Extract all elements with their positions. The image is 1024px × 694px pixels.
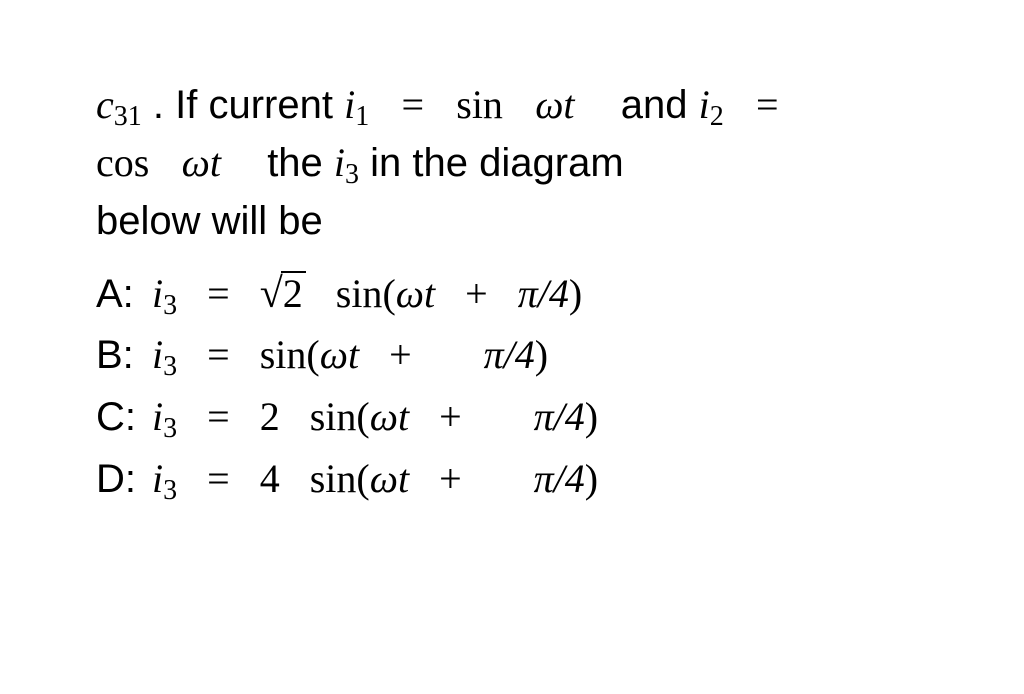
text-in-diagram: in the diagram: [370, 141, 623, 185]
a-sqrt: √2: [260, 266, 306, 323]
option-a-label: A:: [96, 267, 152, 321]
b-i-sub: 3: [163, 351, 177, 382]
text-if-current: . If current: [153, 83, 344, 127]
b-arg1: ωt: [320, 332, 359, 377]
eq-2: =: [756, 82, 779, 127]
sub-i3: 3: [345, 159, 359, 190]
sym-i2: i: [699, 82, 710, 127]
sym-c: c: [96, 82, 114, 127]
a-i: i: [152, 271, 163, 316]
sym-i1: i: [344, 82, 355, 127]
option-c-math: i3 = 2 sin(ωt + π/4): [152, 390, 598, 448]
option-b-label: B:: [96, 328, 152, 382]
option-a: A: i3 = √2 sin(ωt + π/4): [96, 266, 964, 325]
d-coef: 4: [260, 456, 280, 501]
option-d-label: D:: [96, 452, 152, 506]
b-open: (: [306, 332, 319, 377]
d-i-sub: 3: [163, 475, 177, 506]
d-eq: =: [207, 456, 230, 501]
sym-i3: i: [334, 140, 345, 185]
sub-i2: 2: [710, 101, 724, 132]
d-arg1: ωt: [370, 456, 409, 501]
b-arg2: π/4: [484, 332, 535, 377]
d-sin: sin: [310, 456, 357, 501]
d-arg2: π/4: [534, 456, 585, 501]
b-sin: sin: [260, 332, 307, 377]
b-i: i: [152, 332, 163, 377]
b-eq: =: [207, 332, 230, 377]
options-list: A: i3 = √2 sin(ωt + π/4) B: i3 =: [96, 266, 964, 510]
a-sin: sin: [336, 271, 383, 316]
a-arg2: π/4: [518, 271, 569, 316]
a-open: (: [382, 271, 395, 316]
a-radicand: 2: [281, 271, 306, 315]
sub-i1: 1: [355, 101, 369, 132]
option-c: C: i3 = 2 sin(ωt + π/4): [96, 390, 964, 448]
b-close: ): [535, 332, 548, 377]
option-d-math: i3 = 4 sin(ωt + π/4): [152, 452, 598, 510]
c-plus: +: [439, 394, 462, 439]
eq-1: =: [401, 82, 424, 127]
c-close: ): [585, 394, 598, 439]
page: c31 . If current i1 = sin ωt and i2 = co…: [0, 0, 1024, 510]
a-i-sub: 3: [163, 290, 177, 321]
c-coef: 2: [260, 394, 280, 439]
text-the: the: [267, 141, 334, 185]
option-b: B: i3 = sin(ωt + π/4): [96, 328, 964, 386]
a-arg1: ωt: [396, 271, 435, 316]
c-open: (: [356, 394, 369, 439]
text-and: and: [621, 83, 699, 127]
fn-sin-q1: sin: [456, 82, 503, 127]
omega-t-2: ωt: [182, 140, 221, 185]
d-close: ): [585, 456, 598, 501]
omega-t-1: ωt: [535, 82, 574, 127]
sub-31: 31: [114, 101, 142, 132]
c-i-sub: 3: [163, 413, 177, 444]
a-eq: =: [207, 271, 230, 316]
c-arg2: π/4: [534, 394, 585, 439]
d-plus: +: [439, 456, 462, 501]
option-b-math: i3 = sin(ωt + π/4): [152, 328, 548, 386]
a-close: ): [569, 271, 582, 316]
d-open: (: [356, 456, 369, 501]
fn-cos-q: cos: [96, 140, 149, 185]
c-arg1: ωt: [370, 394, 409, 439]
question-text: c31 . If current i1 = sin ωt and i2 = co…: [96, 78, 964, 248]
c-sin: sin: [310, 394, 357, 439]
d-i: i: [152, 456, 163, 501]
c-i: i: [152, 394, 163, 439]
option-a-math: i3 = √2 sin(ωt + π/4): [152, 266, 582, 325]
option-c-label: C:: [96, 390, 152, 444]
c-eq: =: [207, 394, 230, 439]
a-plus: +: [465, 271, 488, 316]
b-plus: +: [389, 332, 412, 377]
option-d: D: i3 = 4 sin(ωt + π/4): [96, 452, 964, 510]
text-below: below will be: [96, 199, 323, 243]
